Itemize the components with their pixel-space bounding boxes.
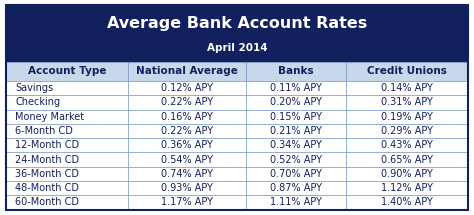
Bar [246, 61, 346, 81]
Text: 0.22% APY: 0.22% APY [161, 97, 213, 108]
Bar [246, 138, 346, 152]
Bar [6, 81, 128, 95]
Text: 1.11% APY: 1.11% APY [270, 197, 322, 207]
Bar [246, 95, 346, 110]
Bar [246, 167, 346, 181]
Text: Checking: Checking [16, 97, 61, 108]
Bar [346, 195, 468, 210]
Text: April 2014: April 2014 [207, 43, 267, 53]
Bar [6, 95, 128, 110]
Text: 1.17% APY: 1.17% APY [161, 197, 213, 207]
Bar [346, 110, 468, 124]
Bar [246, 81, 346, 95]
Text: 0.34% APY: 0.34% APY [270, 140, 322, 150]
Bar [128, 138, 246, 152]
Text: 1.40% APY: 1.40% APY [381, 197, 433, 207]
Text: 0.36% APY: 0.36% APY [161, 140, 213, 150]
Text: 0.31% APY: 0.31% APY [381, 97, 433, 108]
Text: 0.54% APY: 0.54% APY [161, 155, 213, 165]
Bar [346, 181, 468, 195]
Text: 48-Month CD: 48-Month CD [16, 183, 80, 193]
Text: 0.19% APY: 0.19% APY [381, 112, 433, 122]
Bar [6, 61, 128, 81]
Text: Average Bank Account Rates: Average Bank Account Rates [107, 16, 367, 31]
Bar [6, 5, 468, 61]
Bar [346, 167, 468, 181]
Bar [346, 81, 468, 95]
Text: 0.16% APY: 0.16% APY [161, 112, 213, 122]
Bar [6, 152, 128, 167]
Bar [6, 167, 128, 181]
Bar [128, 181, 246, 195]
Text: 0.93% APY: 0.93% APY [161, 183, 213, 193]
Text: 0.20% APY: 0.20% APY [270, 97, 322, 108]
Bar [128, 124, 246, 138]
Bar [346, 152, 468, 167]
Bar [6, 110, 128, 124]
Text: Money Market: Money Market [16, 112, 85, 122]
Text: Savings: Savings [16, 83, 54, 93]
Text: 0.70% APY: 0.70% APY [270, 169, 322, 179]
Bar [346, 124, 468, 138]
Bar [128, 95, 246, 110]
Bar [6, 181, 128, 195]
Text: 0.74% APY: 0.74% APY [161, 169, 213, 179]
Text: 6-Month CD: 6-Month CD [16, 126, 73, 136]
Bar [128, 61, 246, 81]
Bar [6, 138, 128, 152]
Text: 0.21% APY: 0.21% APY [270, 126, 322, 136]
Bar [346, 61, 468, 81]
Bar [246, 181, 346, 195]
Bar [346, 95, 468, 110]
Text: 0.87% APY: 0.87% APY [270, 183, 322, 193]
Text: 0.11% APY: 0.11% APY [270, 83, 322, 93]
Text: 0.90% APY: 0.90% APY [381, 169, 433, 179]
Bar [128, 167, 246, 181]
Text: 0.52% APY: 0.52% APY [270, 155, 322, 165]
Text: 0.43% APY: 0.43% APY [381, 140, 433, 150]
Bar [128, 110, 246, 124]
Text: 36-Month CD: 36-Month CD [16, 169, 80, 179]
Text: 12-Month CD: 12-Month CD [16, 140, 80, 150]
Bar [6, 195, 128, 210]
Text: Account Type: Account Type [28, 66, 106, 76]
Text: 0.15% APY: 0.15% APY [270, 112, 322, 122]
Text: 0.22% APY: 0.22% APY [161, 126, 213, 136]
Bar [246, 110, 346, 124]
Bar [128, 195, 246, 210]
Bar [246, 152, 346, 167]
Text: 0.14% APY: 0.14% APY [381, 83, 433, 93]
Text: 24-Month CD: 24-Month CD [16, 155, 80, 165]
Bar [346, 138, 468, 152]
Text: Banks: Banks [278, 66, 314, 76]
Bar [246, 124, 346, 138]
Text: 0.65% APY: 0.65% APY [381, 155, 433, 165]
Text: 60-Month CD: 60-Month CD [16, 197, 80, 207]
Text: National Average: National Average [137, 66, 238, 76]
Bar [6, 124, 128, 138]
Bar [128, 152, 246, 167]
Text: 0.12% APY: 0.12% APY [161, 83, 213, 93]
Bar [128, 81, 246, 95]
Text: 1.12% APY: 1.12% APY [381, 183, 433, 193]
Bar [246, 195, 346, 210]
Text: Credit Unions: Credit Unions [367, 66, 447, 76]
Text: 0.29% APY: 0.29% APY [381, 126, 433, 136]
